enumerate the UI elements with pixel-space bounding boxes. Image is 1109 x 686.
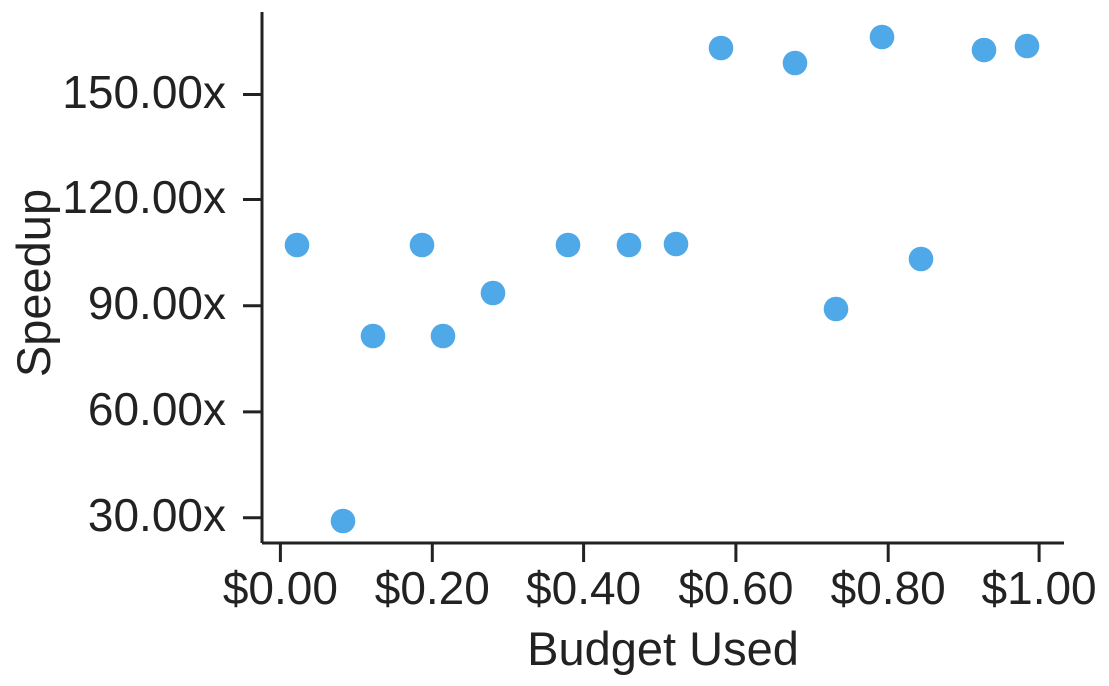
svg-text:60.00x: 60.00x	[88, 383, 226, 435]
svg-text:Budget Used: Budget Used	[527, 622, 799, 675]
svg-text:30.00x: 30.00x	[88, 489, 226, 541]
svg-text:$0.60: $0.60	[678, 562, 793, 614]
svg-text:$1.00: $1.00	[982, 562, 1097, 614]
svg-text:90.00x: 90.00x	[88, 277, 226, 329]
svg-text:$0.20: $0.20	[375, 562, 490, 614]
svg-text:$0.40: $0.40	[526, 562, 641, 614]
svg-text:$0.00: $0.00	[223, 562, 338, 614]
svg-text:120.00x: 120.00x	[62, 171, 226, 223]
svg-text:$0.80: $0.80	[831, 562, 946, 614]
svg-text:150.00x: 150.00x	[62, 66, 226, 118]
svg-text:Speedup: Speedup	[7, 189, 60, 377]
